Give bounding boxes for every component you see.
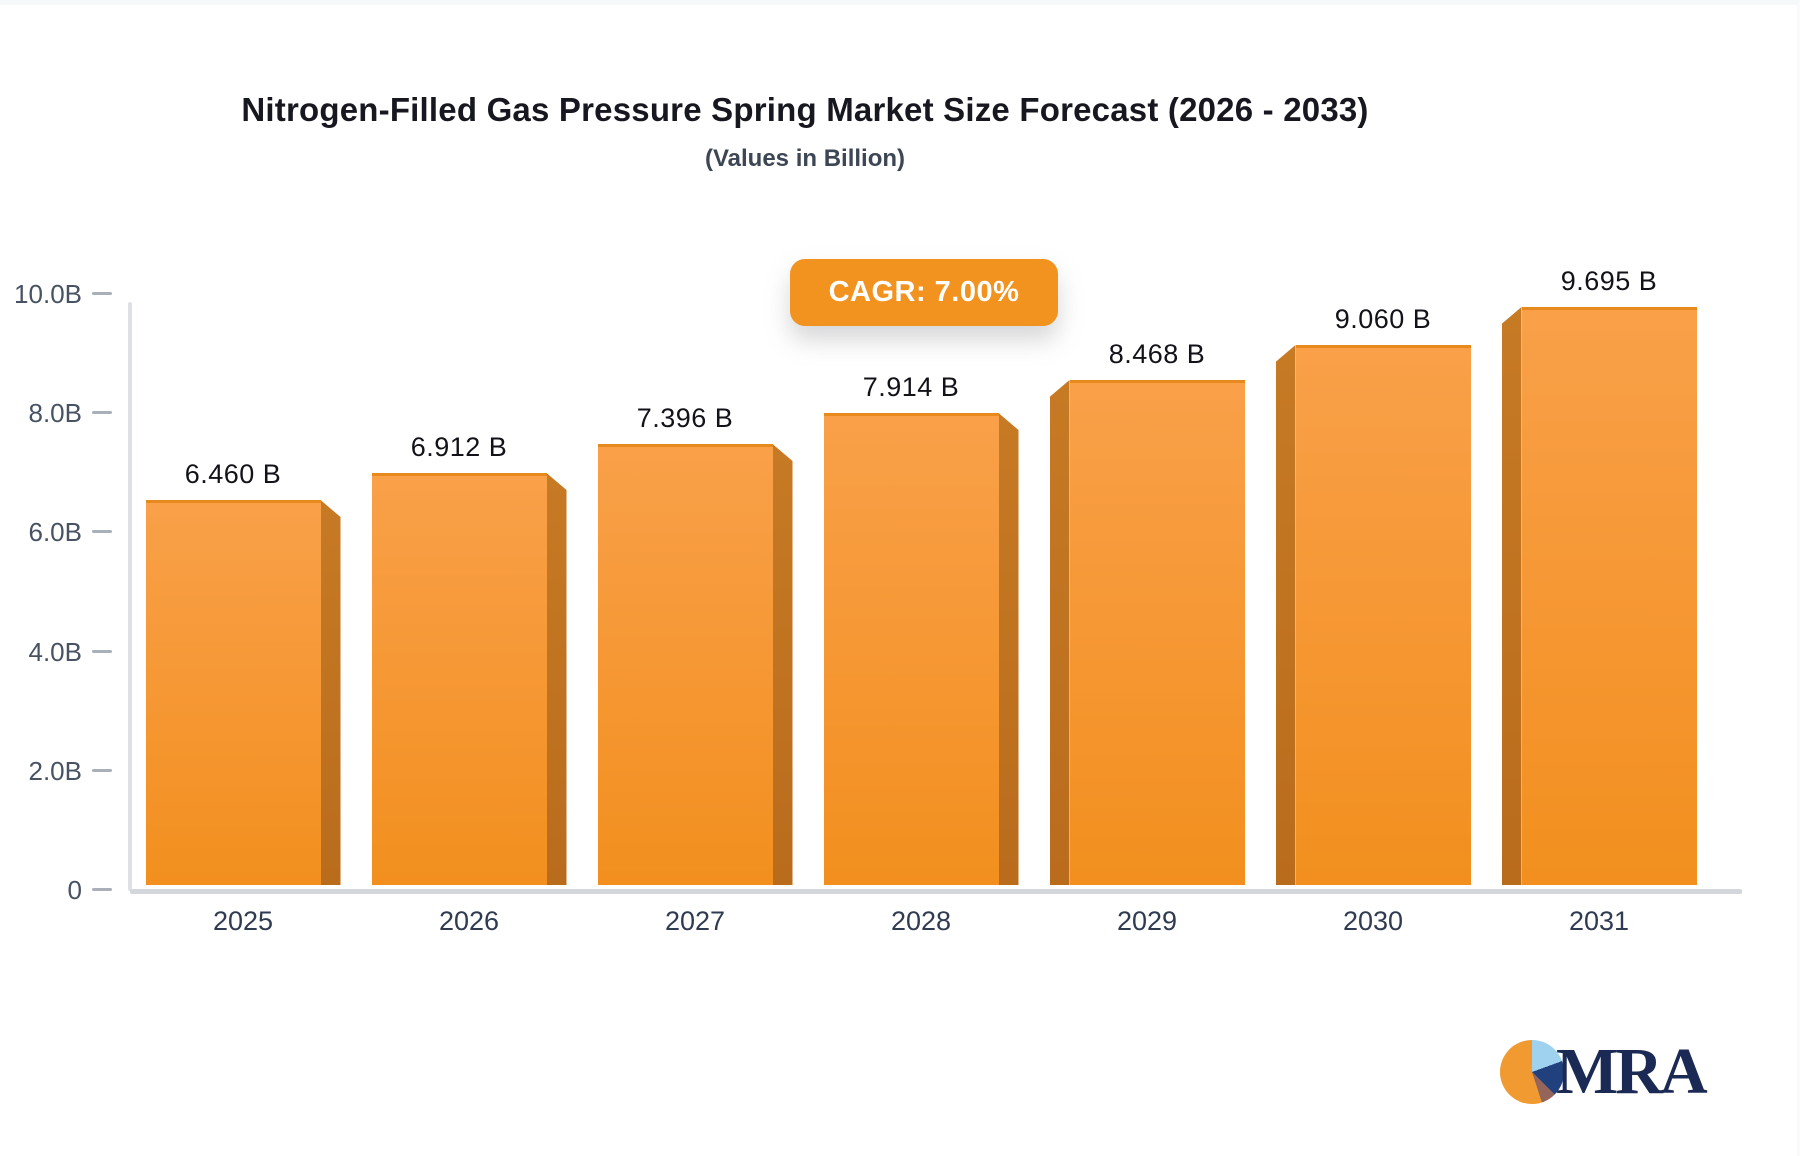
- chart-header: Nitrogen-Filled Gas Pressure Spring Mark…: [0, 91, 1610, 173]
- y-tick-label: 4.0B: [28, 636, 83, 667]
- bar-value-label: 9.695 B: [1560, 266, 1658, 296]
- bar-2029: 8.468 B: [1049, 339, 1245, 885]
- bar-2031: 9.695 B: [1501, 266, 1697, 885]
- bar-value-label: 6.912 B: [410, 432, 508, 462]
- x-axis-label: 2025: [212, 906, 274, 936]
- cagr-badge-label: CAGR: 7.00%: [828, 276, 1020, 308]
- y-tick-mark: [92, 768, 112, 772]
- bar-side-shadow: [998, 413, 1019, 885]
- x-axis-label: 2028: [890, 906, 952, 936]
- bar-side-shadow: [320, 500, 341, 885]
- bar-value-label: 6.460 B: [184, 459, 282, 489]
- bar-2028: 7.914 B: [823, 372, 1019, 885]
- bar-value-label: 7.396 B: [636, 403, 734, 433]
- bar-face: [1295, 345, 1471, 885]
- y-tick-label: 10.0B: [14, 279, 82, 309]
- y-tick-mark: [92, 649, 112, 653]
- cagr-badge: CAGR: 7.00%: [790, 259, 1058, 326]
- bar-face: [1069, 380, 1245, 885]
- logo-text: MRA: [1556, 1035, 1708, 1108]
- y-tick-label: 6.0B: [28, 517, 83, 548]
- bar-side-shadow: [546, 473, 567, 885]
- x-axis-label: 2029: [1116, 906, 1178, 936]
- bar-side-shadow: [1501, 307, 1522, 885]
- x-axis-label: 2027: [664, 906, 726, 936]
- y-tick-label: 0: [67, 875, 82, 905]
- x-axis-label: 2031: [1568, 906, 1630, 936]
- chart-title: Nitrogen-Filled Gas Pressure Spring Mark…: [241, 91, 1369, 128]
- mra-logo: MRA: [1500, 1035, 1708, 1108]
- y-tick-mark: [92, 530, 112, 534]
- x-axis-label: 2026: [438, 906, 500, 936]
- y-tick-label: 2.0B: [28, 755, 83, 786]
- bar-2030: 9.060 B: [1275, 304, 1471, 885]
- bar-face: [1521, 307, 1697, 885]
- y-tick-mark: [92, 411, 112, 415]
- x-axis-line: [130, 889, 1742, 894]
- bar-face: [597, 444, 773, 885]
- bar-side-shadow: [1049, 380, 1070, 885]
- bar-2027: 7.396 B: [597, 403, 793, 885]
- bar-value-label: 9.060 B: [1334, 304, 1432, 334]
- y-tick-label: 8.0B: [28, 398, 83, 429]
- y-tick-mark: [92, 292, 112, 295]
- bar-side-shadow: [1275, 345, 1296, 885]
- bar-2026: 6.912 B: [371, 432, 567, 885]
- bar-face: [371, 473, 547, 885]
- y-tick-mark: [92, 888, 112, 891]
- pie-chart-icon: [1500, 1040, 1564, 1104]
- bar-side-shadow: [772, 444, 793, 885]
- bar-face: [145, 500, 321, 885]
- y-axis-line: [128, 302, 132, 891]
- x-axis-label: 2030: [1342, 906, 1404, 936]
- bar-face: [823, 413, 999, 885]
- bar-value-label: 8.468 B: [1108, 339, 1206, 369]
- bar-value-label: 7.914 B: [862, 372, 960, 402]
- bar-2025: 6.460 B: [145, 459, 341, 885]
- chart-subtitle: (Values in Billion): [704, 145, 906, 172]
